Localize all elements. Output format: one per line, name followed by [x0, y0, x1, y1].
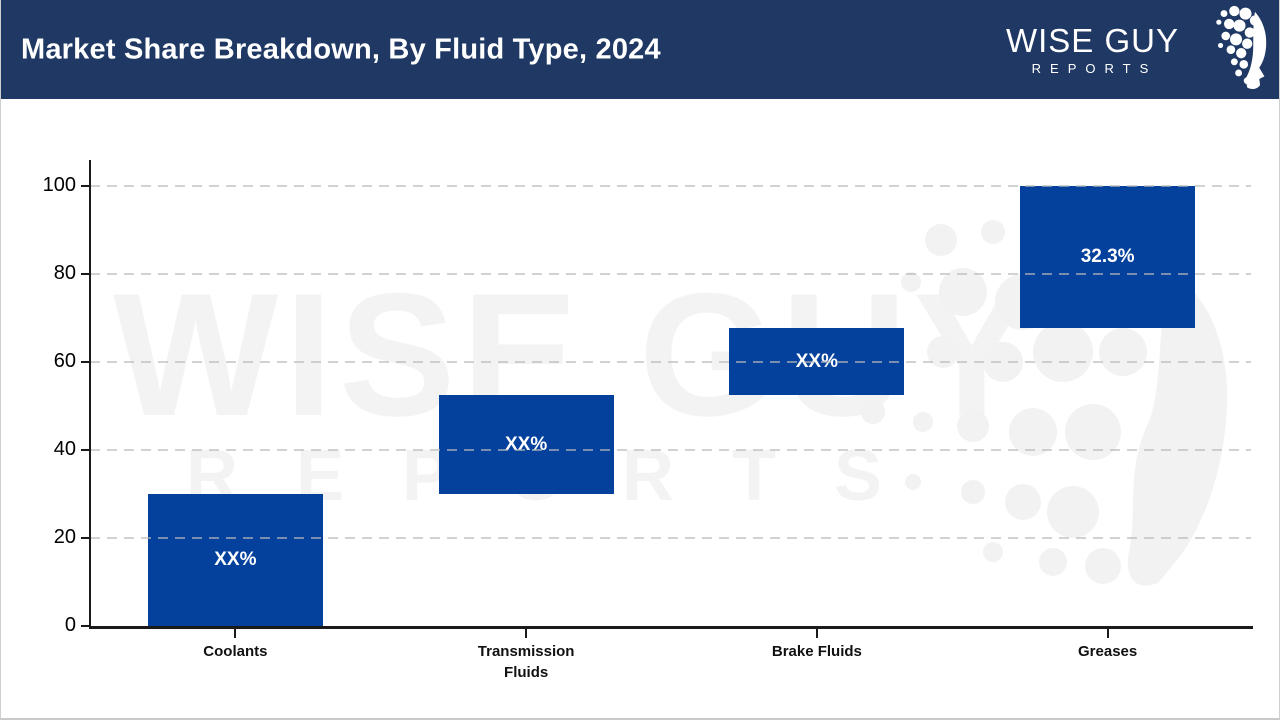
- bar-greases: 32.3%: [1020, 186, 1196, 329]
- bar-transmission-fluids: XX%: [438, 395, 614, 494]
- y-tick-label-80: 80: [53, 262, 76, 284]
- bar-coolants: XX%: [147, 494, 323, 626]
- y-tick-mark-80: [81, 273, 90, 275]
- brand-head-icon: [1181, 5, 1267, 96]
- y-tick-label-40: 40: [53, 438, 76, 460]
- y-tick-mark-0: [81, 625, 90, 627]
- brand-logo: WISE GUY REPORTS: [1006, 5, 1267, 96]
- y-tick-mark-60: [81, 361, 90, 363]
- brand-logo-text: WISE GUY REPORTS: [1006, 24, 1179, 76]
- y-tick-label-20: 20: [53, 526, 76, 548]
- x-tick-mark-greases: [1106, 629, 1109, 638]
- x-category-label-brake-fluids: Brake Fluids: [771, 643, 862, 660]
- brand-subname: REPORTS: [1031, 60, 1158, 76]
- brand-name: WISE GUY: [1005, 22, 1179, 60]
- bar-value-label-greases: 32.3%: [1080, 246, 1135, 268]
- y-tick-mark-20: [81, 537, 90, 539]
- y-tick-mark-40: [81, 449, 90, 451]
- x-category-label-transmission-fluids: Transmission Fluids: [477, 643, 575, 681]
- page-title: Market Share Breakdown, By Fluid Type, 2…: [21, 33, 661, 65]
- y-tick-label-0: 0: [64, 614, 76, 636]
- y-tick-label-100: 100: [42, 174, 76, 196]
- x-tick-mark-coolants: [234, 629, 237, 638]
- gridline-20: [90, 537, 1251, 539]
- y-axis-line: [89, 160, 91, 629]
- x-axis-line: [89, 626, 1253, 629]
- x-tick-mark-brake-fluids: [815, 629, 818, 638]
- gridline-40: [90, 449, 1251, 451]
- header-bar: Market Share Breakdown, By Fluid Type, 2…: [1, 0, 1279, 99]
- gridline-60: [90, 361, 1251, 363]
- x-category-label-coolants: Coolants: [203, 643, 268, 660]
- y-tick-label-60: 60: [53, 350, 76, 372]
- y-tick-mark-100: [81, 185, 90, 187]
- x-category-label-greases: Greases: [1078, 643, 1138, 660]
- bar-value-label-coolants: XX%: [214, 549, 257, 570]
- gridline-100: [90, 185, 1251, 187]
- bar-value-label-transmission-fluids: XX%: [505, 433, 548, 455]
- x-tick-mark-transmission-fluids: [525, 629, 528, 638]
- gridline-80: [90, 273, 1251, 275]
